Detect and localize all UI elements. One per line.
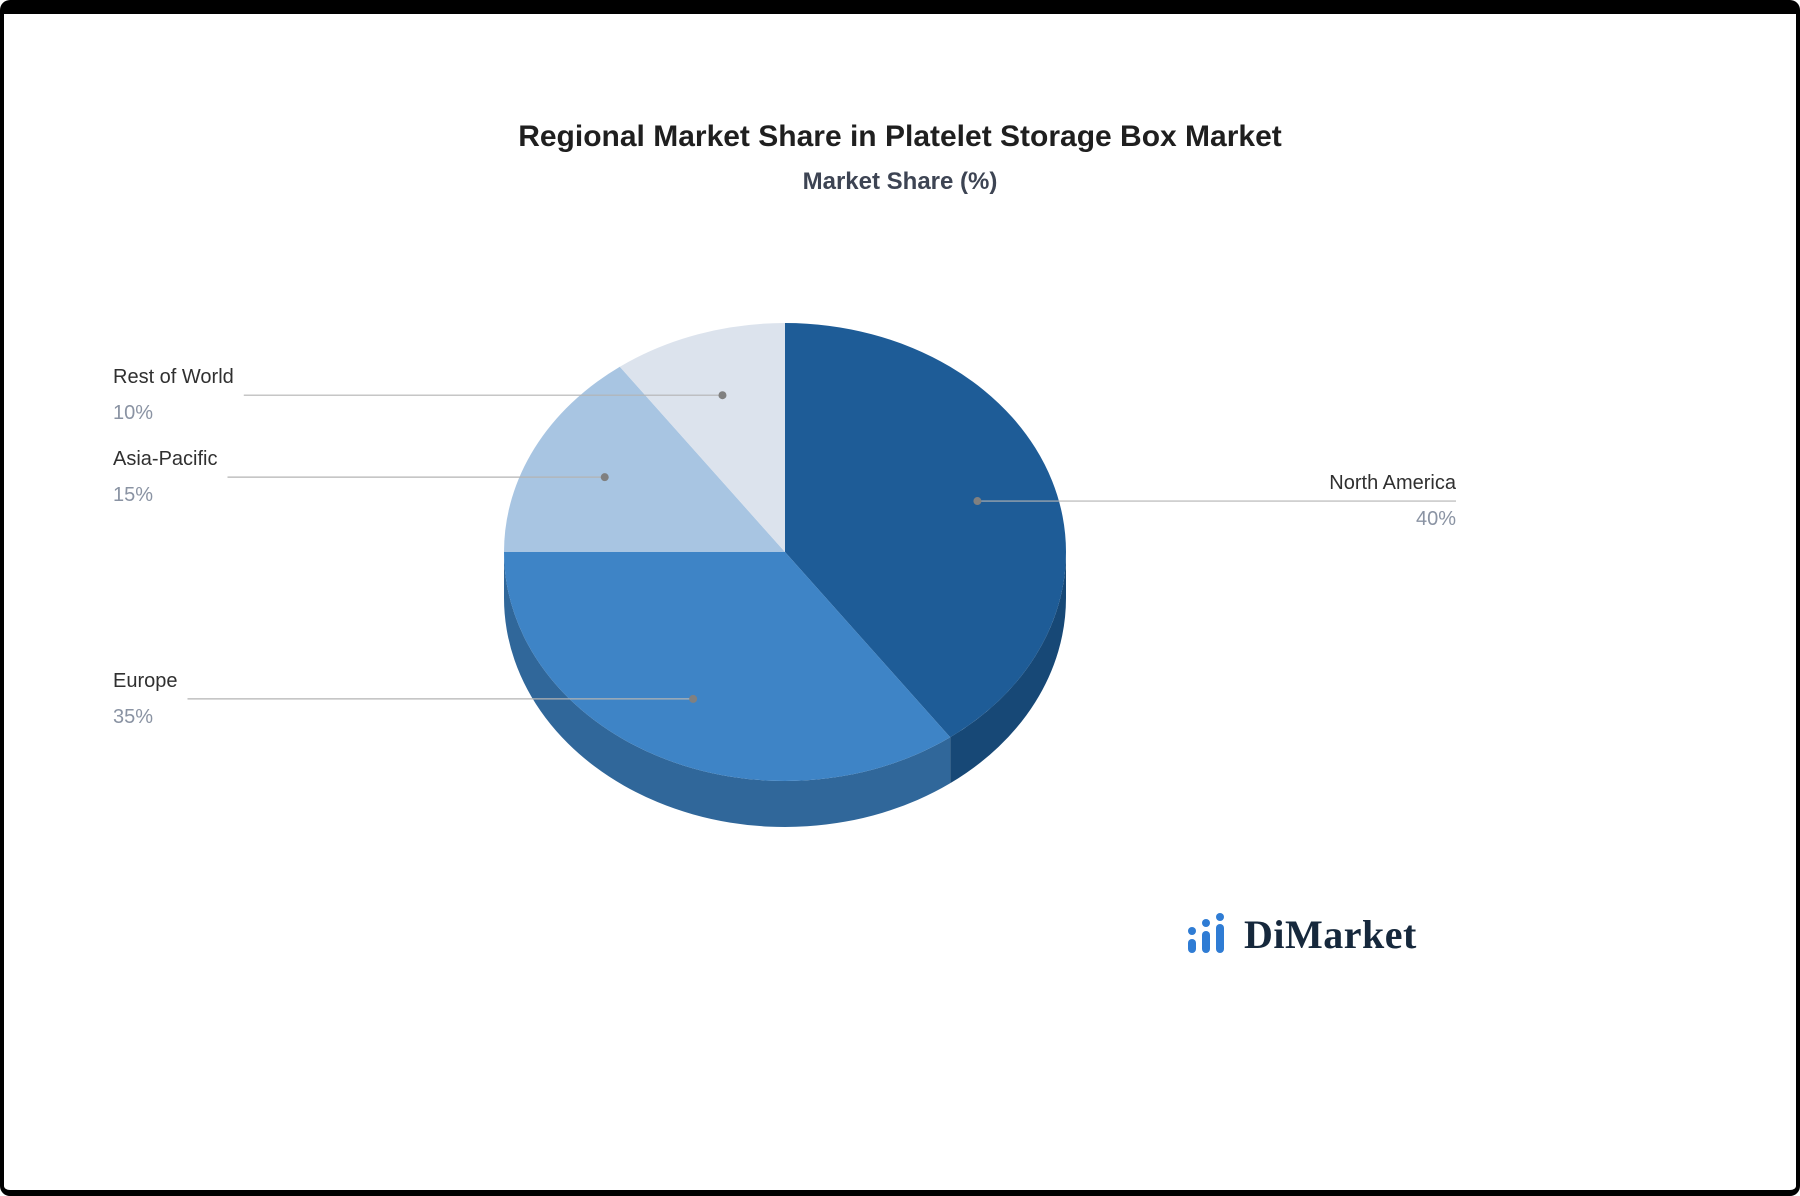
chart-title: Regional Market Share in Platelet Storag… — [518, 120, 1282, 153]
pie-3d-sides — [504, 552, 1066, 827]
pie-slice-side-europe — [504, 552, 951, 827]
dimarket-logo-text: DiMarket — [1244, 911, 1417, 957]
chart-subtitle: Market Share (%) — [802, 168, 998, 195]
leader-dot-europe — [689, 694, 698, 703]
leader-dot-asia-pacific — [600, 473, 609, 482]
leader-dot-north-america — [973, 497, 982, 506]
leader-dot-rest-of-world — [718, 391, 727, 400]
pie-slice-north-america[interactable] — [785, 323, 1066, 738]
leader-lines — [187, 391, 1456, 703]
pie-slice-asia-pacific[interactable] — [504, 366, 785, 552]
pie-slice-side-north-america — [950, 552, 1066, 784]
dimarket-logo-icon — [1188, 913, 1224, 953]
pie-slice-rest-of-world[interactable] — [619, 323, 785, 552]
pie-slices — [504, 323, 1066, 781]
dimarket-logo: DiMarket — [1185, 908, 1417, 960]
pie-slice-europe[interactable] — [504, 552, 951, 781]
